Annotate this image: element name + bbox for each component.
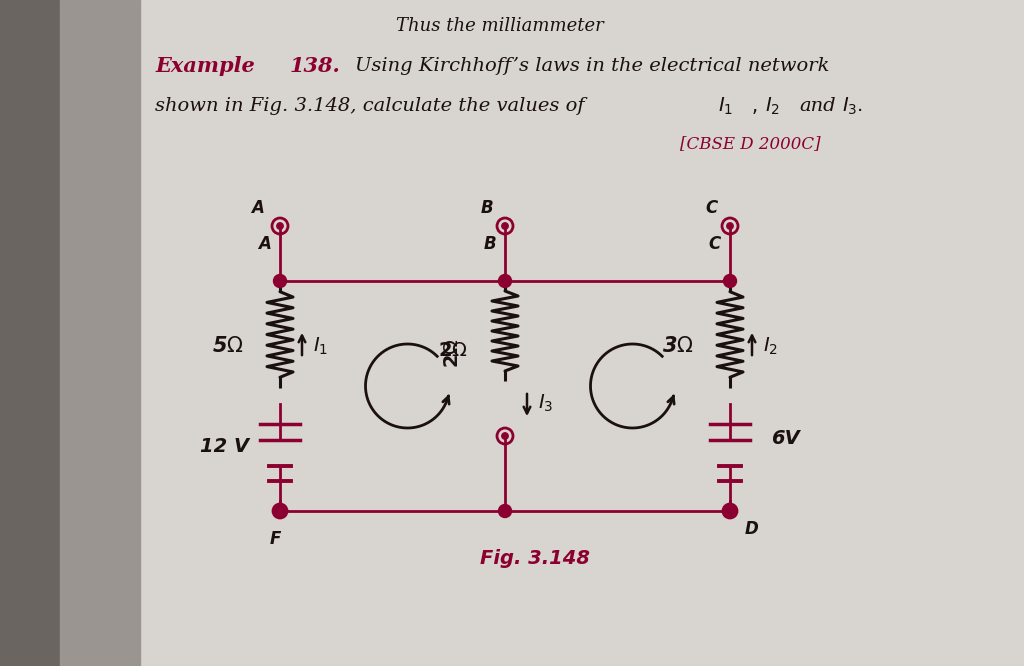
Circle shape <box>727 508 733 513</box>
Text: 12 V: 12 V <box>201 436 250 456</box>
Text: 3$\Omega$: 3$\Omega$ <box>663 336 694 356</box>
Text: 6V: 6V <box>771 428 800 448</box>
Circle shape <box>273 505 287 517</box>
Text: B: B <box>483 235 497 253</box>
Text: C: C <box>709 235 721 253</box>
Circle shape <box>724 274 736 288</box>
Text: and: and <box>799 97 836 115</box>
Circle shape <box>502 223 508 229</box>
Text: Thus the milliammeter: Thus the milliammeter <box>396 17 604 35</box>
Text: ,: , <box>752 97 758 115</box>
Text: A: A <box>252 199 264 217</box>
Text: $I_2$: $I_2$ <box>763 336 778 357</box>
Text: shown in Fig. 3.148, calculate the values of: shown in Fig. 3.148, calculate the value… <box>155 97 585 115</box>
Text: $I_3.$: $I_3.$ <box>842 95 863 117</box>
Text: 5$\Omega$: 5$\Omega$ <box>212 336 244 356</box>
Text: F: F <box>269 530 281 548</box>
Circle shape <box>727 223 733 229</box>
Text: 138.: 138. <box>290 56 341 76</box>
Text: $I_1$: $I_1$ <box>313 336 328 357</box>
Circle shape <box>724 505 736 517</box>
Text: $I_1$: $I_1$ <box>718 95 733 117</box>
Text: 2$\Omega$: 2$\Omega$ <box>443 338 463 368</box>
Text: B: B <box>480 199 494 217</box>
Circle shape <box>278 508 283 513</box>
Circle shape <box>499 274 512 288</box>
Text: $I_2$: $I_2$ <box>765 95 780 117</box>
Text: Using Kirchhoff’s laws in the electrical network: Using Kirchhoff’s laws in the electrical… <box>355 57 829 75</box>
Text: Example: Example <box>155 56 255 76</box>
Text: $\bf{2}$$\Omega$: $\bf{2}$$\Omega$ <box>438 342 468 360</box>
Text: C: C <box>706 199 718 217</box>
Text: Fig. 3.148: Fig. 3.148 <box>480 549 590 569</box>
Circle shape <box>273 274 287 288</box>
Circle shape <box>502 433 508 439</box>
Circle shape <box>276 223 284 229</box>
Bar <box>60 0 140 666</box>
Text: D: D <box>745 520 759 538</box>
Bar <box>0 0 60 666</box>
Text: A: A <box>259 235 271 253</box>
Text: [CBSE D 2000C]: [CBSE D 2000C] <box>680 135 820 153</box>
Text: $I_3$: $I_3$ <box>538 392 553 414</box>
Circle shape <box>499 505 512 517</box>
